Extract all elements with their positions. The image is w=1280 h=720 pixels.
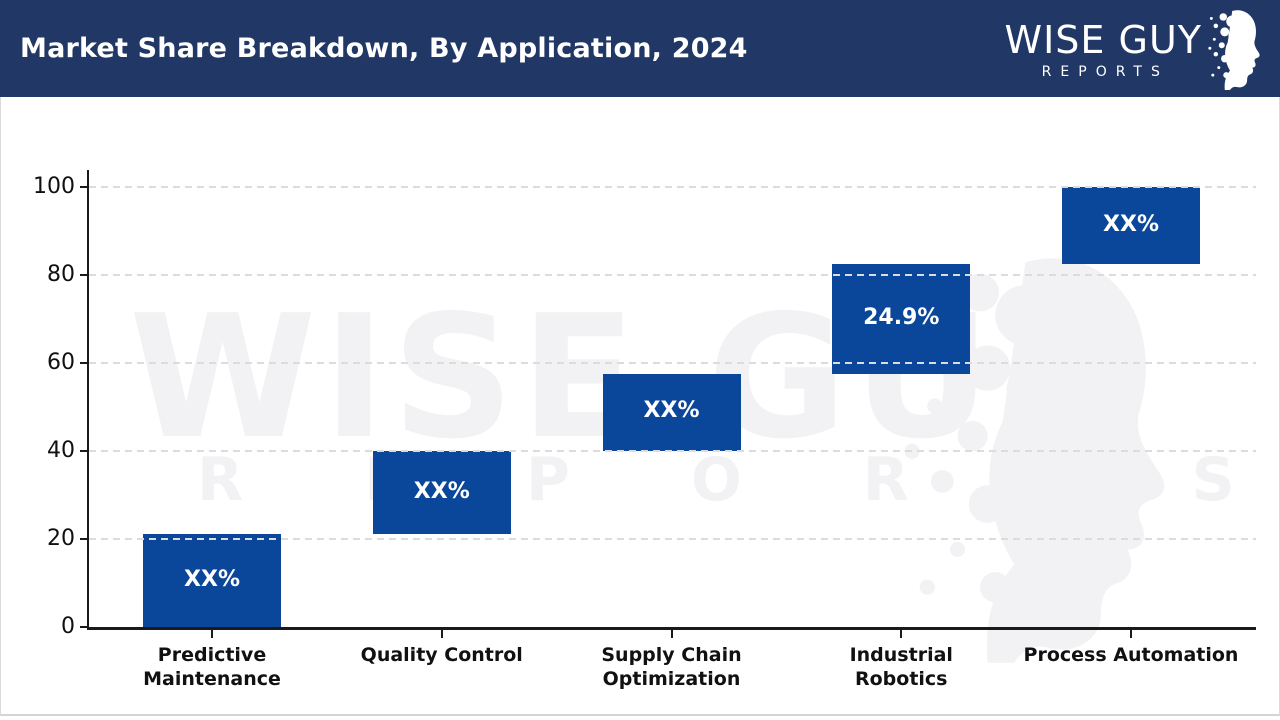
y-tick-label: 60 bbox=[47, 350, 75, 375]
y-tick bbox=[80, 362, 88, 364]
gridline bbox=[89, 274, 1256, 276]
gridline bbox=[89, 538, 1256, 540]
y-tick-label: 100 bbox=[33, 174, 75, 199]
x-category-label: Industrial Robotics bbox=[849, 644, 953, 690]
y-tick-label: 0 bbox=[61, 614, 75, 639]
x-category-label: Quality Control bbox=[360, 644, 523, 666]
bar-segment bbox=[602, 373, 741, 451]
y-tick bbox=[80, 538, 88, 540]
x-category-label: Supply Chain Optimization bbox=[601, 644, 742, 690]
gridline bbox=[89, 450, 1256, 452]
logo-head-icon bbox=[1208, 9, 1260, 90]
y-axis-line bbox=[87, 170, 89, 629]
bar-value-label: 24.9% bbox=[863, 304, 940, 330]
y-tick bbox=[80, 186, 88, 188]
x-tick bbox=[211, 629, 213, 638]
wise-guy-logo: WISE GUY REPORTS bbox=[1005, 6, 1266, 91]
chart-card: WISE GUY R E P O R T S XX% Predictive Main… bbox=[0, 97, 1280, 716]
x-category-label: Process Automation bbox=[1023, 644, 1239, 666]
y-tick bbox=[80, 450, 88, 452]
logo-subtitle: REPORTS bbox=[1041, 63, 1169, 80]
x-axis-line bbox=[87, 627, 1256, 630]
header-bar: Market Share Breakdown, By Application, … bbox=[0, 0, 1280, 97]
y-tick-label: 80 bbox=[47, 262, 75, 287]
y-tick-label: 40 bbox=[47, 438, 75, 463]
gridline bbox=[89, 362, 1256, 364]
bar-value-label: XX% bbox=[643, 398, 700, 424]
bar-segment bbox=[832, 264, 971, 374]
page-title: Market Share Breakdown, By Application, … bbox=[20, 33, 748, 64]
bar-segment bbox=[372, 451, 511, 535]
bar-value-label: XX% bbox=[413, 478, 470, 504]
y-tick-label: 20 bbox=[47, 526, 75, 551]
x-tick bbox=[1130, 629, 1132, 638]
x-tick bbox=[900, 629, 903, 638]
x-tick bbox=[440, 629, 443, 638]
gridline bbox=[89, 186, 1256, 188]
logo-text: WISE GUY REPORTS bbox=[1005, 18, 1202, 80]
y-tick bbox=[80, 626, 88, 628]
y-tick bbox=[80, 274, 88, 276]
bar-segment bbox=[1062, 187, 1200, 264]
x-tick bbox=[670, 629, 673, 638]
x-category-label: Predictive Maintenance bbox=[143, 644, 281, 690]
bar-segment bbox=[143, 534, 281, 627]
logo-wordmark: WISE GUY bbox=[1004, 17, 1202, 62]
bar-value-label: XX% bbox=[184, 566, 240, 592]
bar-value-label: XX% bbox=[1103, 211, 1159, 237]
